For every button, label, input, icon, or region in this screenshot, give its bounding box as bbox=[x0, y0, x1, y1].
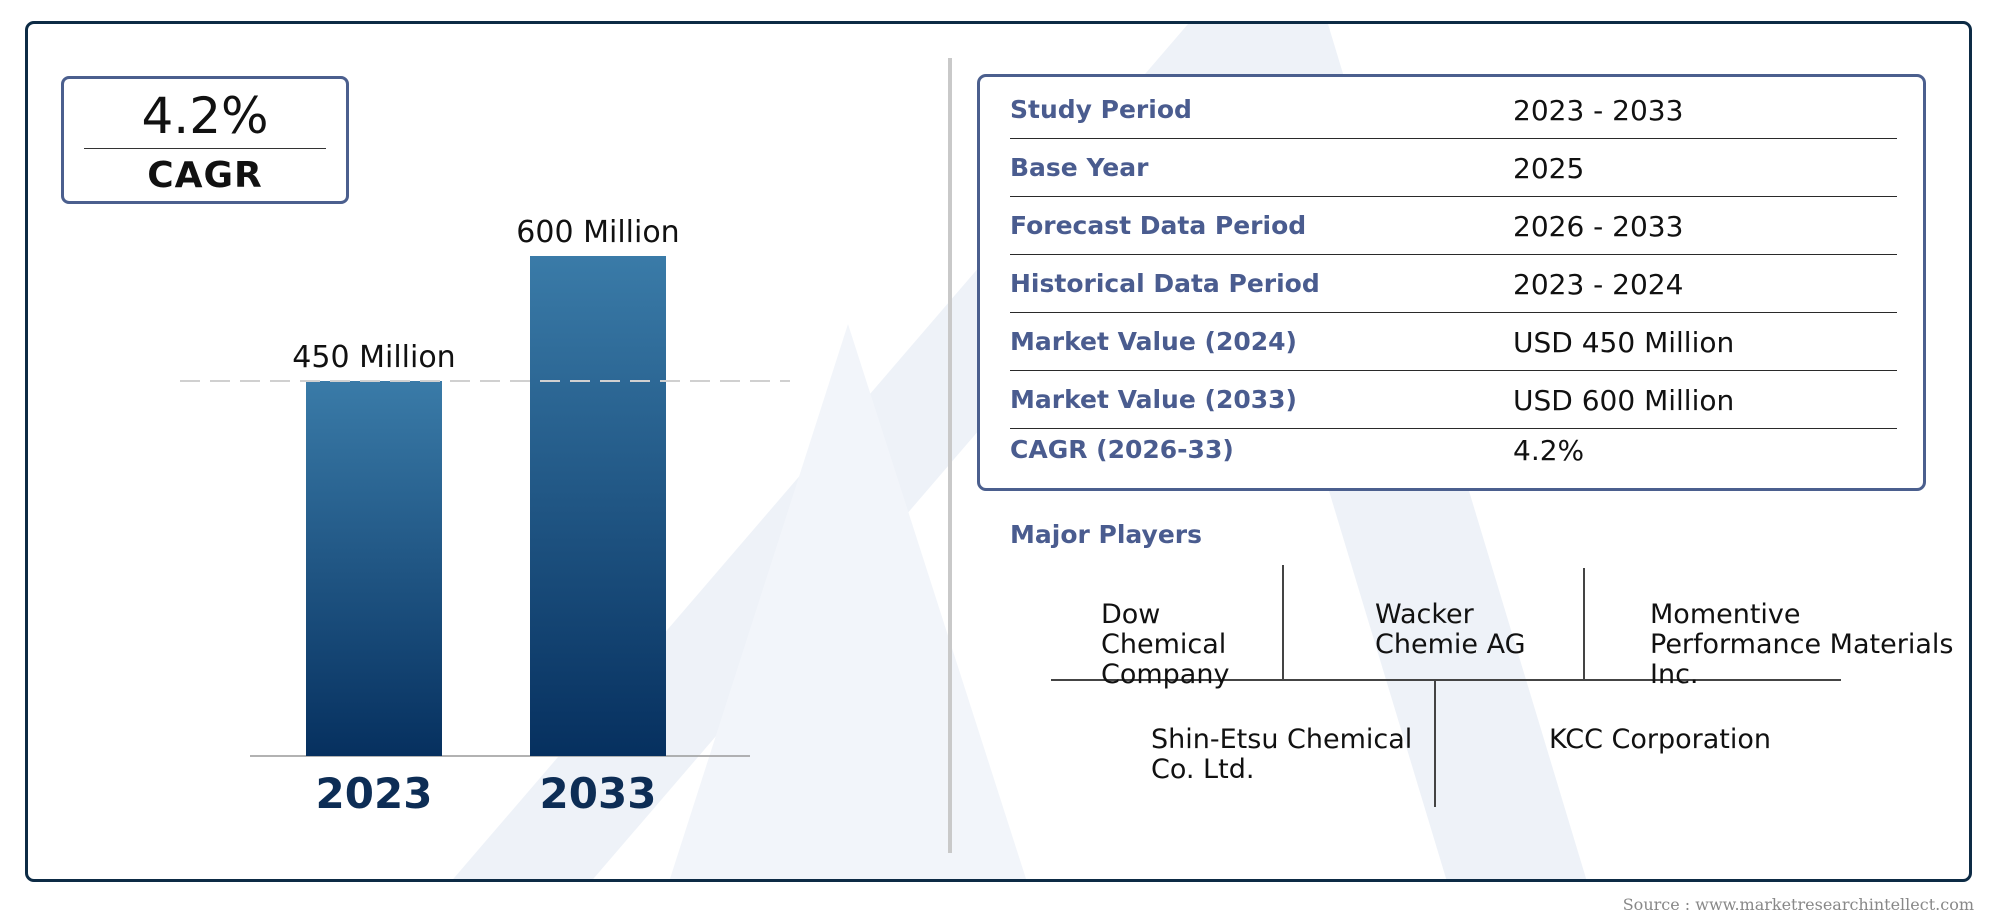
info-row-label: Historical Data Period bbox=[1010, 269, 1320, 298]
cagr-label: CAGR bbox=[147, 155, 263, 196]
info-row-label: Market Value (2024) bbox=[1010, 327, 1297, 356]
players-grid-line bbox=[1282, 565, 1284, 680]
players-grid-line bbox=[1434, 679, 1436, 807]
player-dow: Dow Chemical Company bbox=[1101, 599, 1230, 690]
vertical-divider bbox=[948, 58, 952, 853]
player-momentive: Momentive Performance Materials Inc. bbox=[1650, 599, 1954, 690]
major-players-title: Major Players bbox=[1010, 520, 1202, 549]
info-row: Base Year 2025 bbox=[1010, 139, 1897, 197]
info-row-label: Market Value (2033) bbox=[1010, 385, 1297, 414]
info-row: Study Period 2023 - 2033 bbox=[1010, 81, 1897, 139]
cagr-divider bbox=[84, 148, 326, 149]
info-row-value: 2025 bbox=[1513, 152, 1585, 185]
player-kcc: KCC Corporation bbox=[1549, 724, 1772, 755]
info-row-label: Forecast Data Period bbox=[1010, 211, 1307, 240]
info-row-value: 2026 - 2033 bbox=[1513, 210, 1684, 243]
info-row: Forecast Data Period 2026 - 2033 bbox=[1010, 197, 1897, 255]
bar-chart: 450 Million 2023 600 Million 2033 bbox=[180, 215, 790, 818]
info-row: Market Value (2033) USD 600 Million bbox=[1010, 371, 1897, 429]
info-row: CAGR (2026-33) 4.2% bbox=[1010, 421, 1897, 478]
bar-value-label: 450 Million bbox=[292, 340, 455, 375]
info-row-label: Study Period bbox=[1010, 95, 1192, 124]
info-row-value: 2023 - 2033 bbox=[1513, 94, 1684, 127]
player-wacker: Wacker Chemie AG bbox=[1375, 599, 1526, 660]
info-row-value: USD 600 Million bbox=[1513, 384, 1735, 417]
source-credit: Source : www.marketresearchintellect.com bbox=[1622, 895, 1974, 914]
bar-value-label: 600 Million bbox=[516, 215, 679, 250]
bar-2023 bbox=[306, 381, 442, 756]
info-row: Market Value (2024) USD 450 Million bbox=[1010, 313, 1897, 371]
players-grid-line bbox=[1051, 679, 1841, 681]
players-grid-line bbox=[1583, 568, 1585, 680]
info-row-label: CAGR (2026-33) bbox=[1010, 435, 1234, 464]
category-label: 2033 bbox=[540, 769, 657, 818]
player-shin-etsu: Shin-Etsu Chemical Co. Ltd. bbox=[1151, 724, 1413, 785]
cagr-value: 4.2% bbox=[141, 87, 269, 145]
category-label: 2023 bbox=[316, 769, 433, 818]
info-row-value: USD 450 Million bbox=[1513, 326, 1735, 359]
info-row-label: Base Year bbox=[1010, 153, 1149, 182]
info-row-value: 2023 - 2024 bbox=[1513, 268, 1684, 301]
market-info-table: Study Period 2023 - 2033 Base Year 2025 Fore… bbox=[977, 74, 1926, 491]
info-row-value: 4.2% bbox=[1513, 434, 1585, 467]
cagr-box: 4.2% CAGR bbox=[61, 76, 349, 204]
bar-2033 bbox=[530, 256, 666, 756]
info-row: Historical Data Period 2023 - 2024 bbox=[1010, 255, 1897, 313]
